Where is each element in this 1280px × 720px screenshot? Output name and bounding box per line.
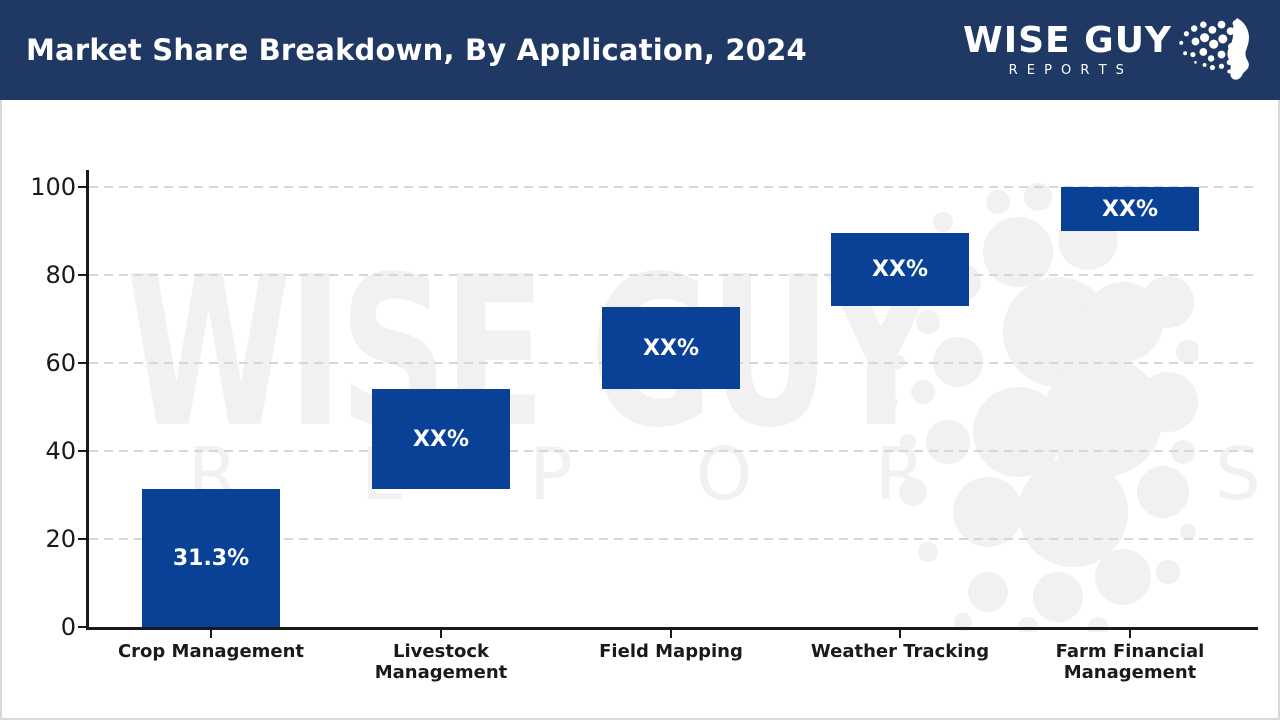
y-tick-label-80: 80: [45, 261, 76, 289]
y-tick-mark-80: [78, 273, 86, 277]
chart-title: Market Share Breakdown, By Application, …: [26, 33, 807, 67]
bar-segment: XX%: [1061, 187, 1199, 231]
bar-value-label: 31.3%: [172, 545, 250, 571]
y-tick-mark-60: [78, 361, 86, 365]
x-category-label: Crop Management: [117, 641, 305, 662]
bar-segment: 31.3%: [142, 489, 280, 627]
gridline-40: [88, 450, 1258, 452]
y-tick-mark-0: [78, 625, 86, 629]
x-category-label: Field Mapping: [599, 641, 743, 662]
bar-segment: XX%: [602, 307, 740, 390]
gridline-80: [88, 274, 1258, 276]
bar-value-label: XX%: [413, 426, 469, 452]
x-tick-mark: [898, 629, 902, 638]
x-tick-mark: [439, 629, 443, 638]
gridline-100: [88, 186, 1258, 188]
bar-value-label: XX%: [643, 335, 699, 361]
bar-value-label: XX%: [1102, 196, 1158, 222]
logo-wordmark: WISE GUY R E P O R T S: [962, 19, 1172, 78]
bar-segment: XX%: [831, 232, 969, 307]
x-tick-mark: [209, 629, 213, 638]
logo-wordmark-sub: R E P O R T S: [1008, 62, 1127, 78]
y-tick-label-40: 40: [45, 437, 76, 465]
x-axis-line: [86, 627, 1258, 630]
x-tick-mark: [1128, 629, 1132, 638]
y-tick-mark-100: [78, 185, 86, 189]
y-tick-mark-40: [78, 449, 86, 453]
y-tick-label-20: 20: [45, 525, 76, 553]
y-tick-label-60: 60: [45, 349, 76, 377]
y-tick-label-0: 0: [60, 613, 76, 641]
x-category-label: Farm Financial Management: [1055, 641, 1205, 683]
y-tick-mark-20: [78, 537, 86, 541]
gridline-20: [88, 538, 1258, 540]
wiseguy-logo: WISE GUY R E P O R T S: [963, 8, 1254, 92]
y-axis-line: [86, 170, 89, 630]
bar-segment: XX%: [372, 389, 510, 490]
y-tick-label-100: 100: [30, 173, 76, 201]
bar-value-label: XX%: [872, 256, 928, 282]
header-bar: Market Share Breakdown, By Application, …: [0, 0, 1280, 100]
x-category-label: Livestock Management: [374, 641, 508, 683]
wiseguy-face-icon: [1179, 18, 1249, 80]
x-category-label: Weather Tracking: [810, 641, 990, 662]
logo-wordmark-main: WISE GUY: [962, 19, 1172, 61]
x-tick-mark: [669, 629, 673, 638]
